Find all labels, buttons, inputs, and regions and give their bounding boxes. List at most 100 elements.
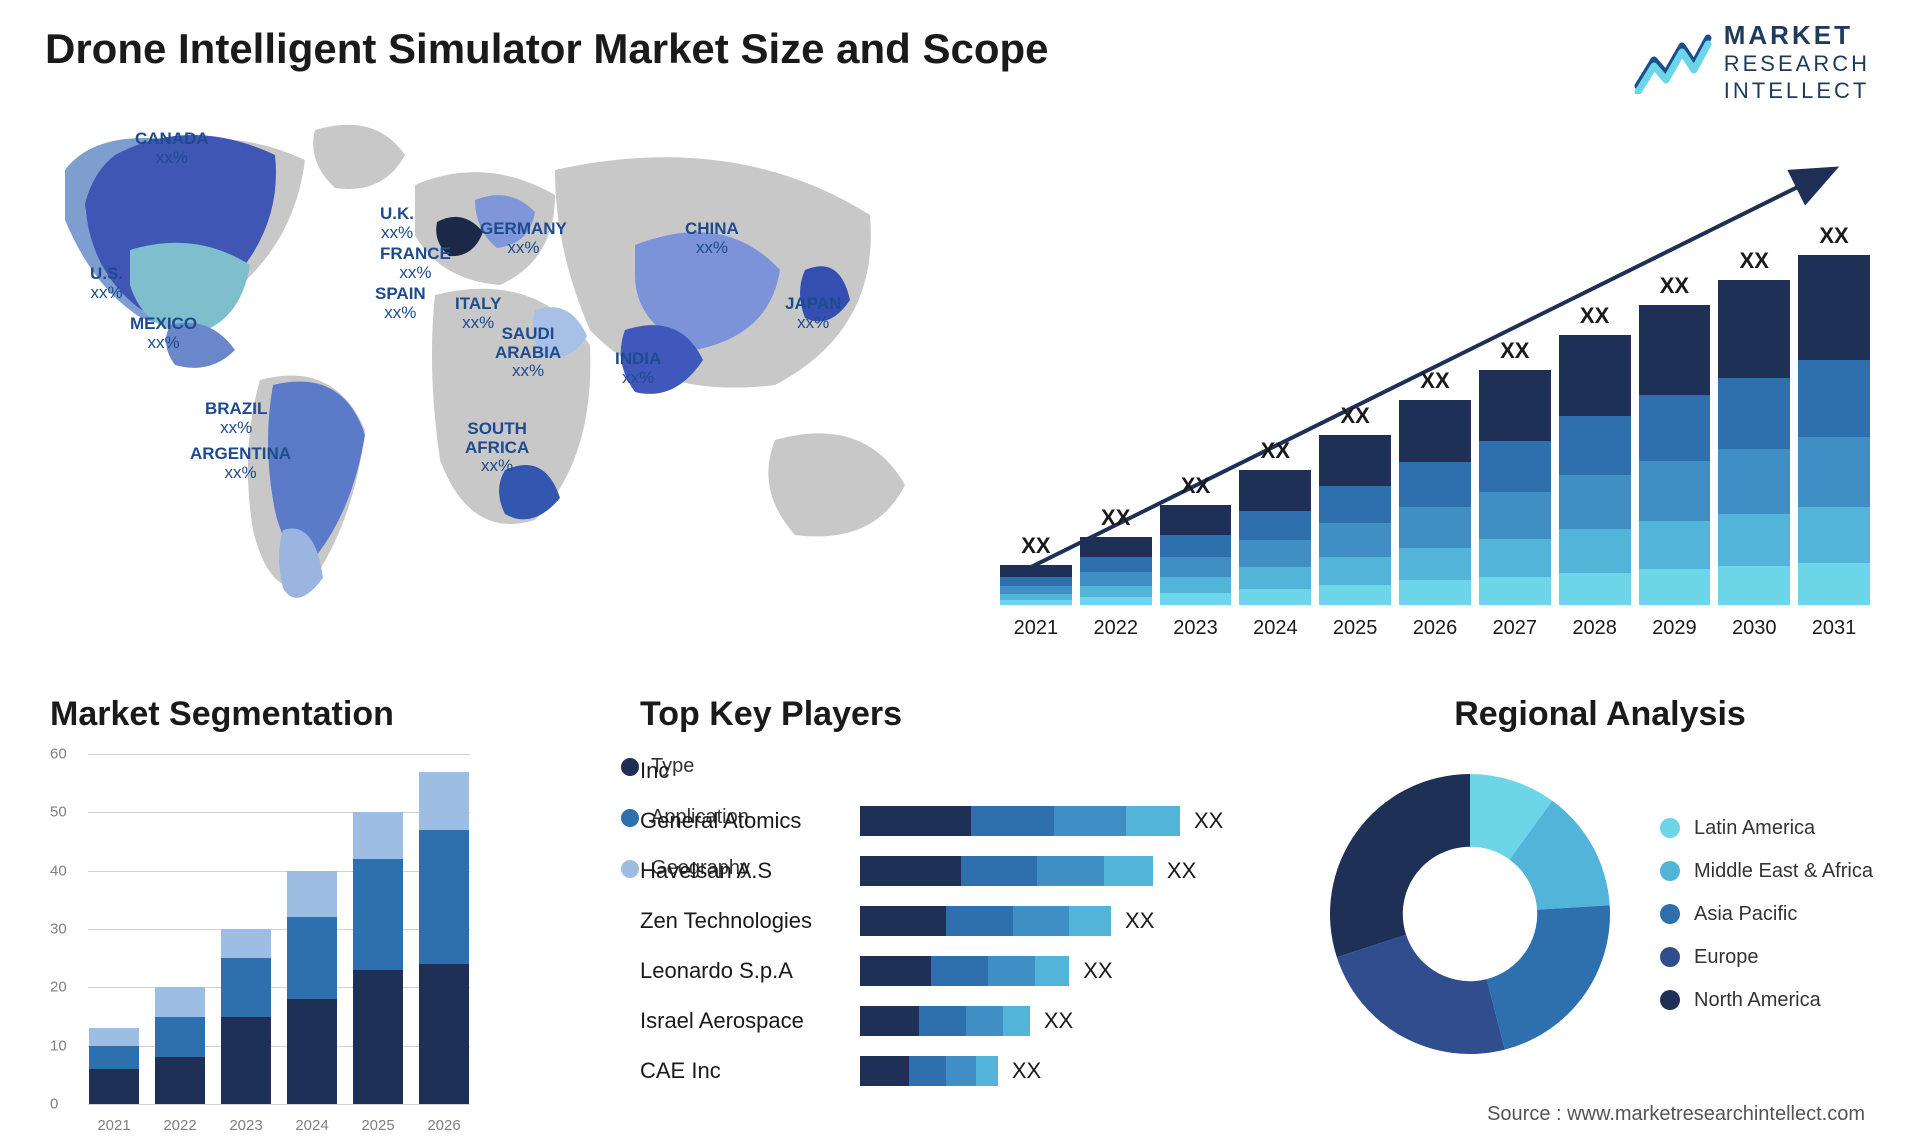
growth-bar-segment [1798, 437, 1870, 507]
growth-bar-2022: XX [1080, 537, 1152, 605]
growth-bar-segment [1080, 572, 1152, 586]
growth-bar-2024: XX [1239, 470, 1311, 605]
player-row: Leonardo S.p.AXX [640, 952, 1280, 990]
growth-bar-segment [1239, 589, 1311, 605]
player-bar-segment [1035, 956, 1069, 986]
map-label-u-s-: U.S.xx% [90, 265, 123, 302]
donut-slice [1337, 935, 1505, 1054]
growth-year-label: 2031 [1798, 617, 1870, 640]
player-bar-segment [966, 1006, 1003, 1036]
growth-bar-segment [1479, 577, 1551, 605]
growth-bar-segment [1399, 580, 1471, 605]
player-value: XX [1044, 1008, 1073, 1034]
player-row: General AtomicsXX [640, 802, 1280, 840]
player-bar-segment [946, 906, 1012, 936]
growth-bar-segment [1559, 335, 1631, 416]
player-bar-segment [976, 1056, 998, 1086]
growth-year-label: 2028 [1559, 617, 1631, 640]
y-tick: 0 [50, 1096, 58, 1113]
player-value: XX [1167, 858, 1196, 884]
player-bar: XX [860, 1056, 1280, 1086]
growth-bar-segment [1639, 569, 1711, 605]
growth-bar-2030: XX [1718, 280, 1790, 605]
seg-year-label: 2024 [287, 1117, 337, 1134]
growth-bar-segment [1639, 521, 1711, 569]
player-bar-segment [971, 806, 1055, 836]
seg-year-label: 2026 [419, 1117, 469, 1134]
growth-bar-segment [1239, 511, 1311, 541]
growth-bar-segment [1479, 539, 1551, 577]
growth-bar-segment [1718, 449, 1790, 514]
regional-section: Regional Analysis Latin AmericaMiddle Ea… [1320, 695, 1880, 1064]
player-bar-segment [860, 906, 946, 936]
map-label-germany: GERMANYxx% [480, 220, 567, 257]
map-label-south-africa: SOUTHAFRICAxx% [465, 420, 529, 476]
growth-bar-label: XX [1319, 403, 1391, 429]
y-tick: 20 [50, 979, 67, 996]
player-bar-segment [988, 956, 1035, 986]
seg-bar-segment [89, 1028, 139, 1046]
seg-bar-segment [353, 859, 403, 970]
growth-bar-segment [1319, 585, 1391, 605]
growth-bar-2029: XX [1639, 305, 1711, 605]
player-bar: XX [860, 906, 1280, 936]
y-tick: 60 [50, 746, 67, 763]
legend-dot [621, 758, 639, 776]
growth-bar-segment [1639, 461, 1711, 521]
player-name: CAE Inc [640, 1058, 860, 1084]
growth-bar-segment [1160, 577, 1232, 593]
growth-year-label: 2024 [1239, 617, 1311, 640]
seg-bar-segment [221, 929, 271, 958]
seg-bar-segment [419, 964, 469, 1104]
growth-bar-segment [1639, 305, 1711, 395]
player-value: XX [1012, 1058, 1041, 1084]
player-bar-segment [946, 1056, 976, 1086]
growth-year-label: 2030 [1718, 617, 1790, 640]
legend-dot [621, 860, 639, 878]
page-title: Drone Intelligent Simulator Market Size … [45, 25, 1049, 73]
gridline [88, 1104, 470, 1105]
growth-year-label: 2021 [1000, 617, 1072, 640]
seg-year-label: 2025 [353, 1117, 403, 1134]
donut-slice [1487, 905, 1610, 1049]
map-label-canada: CANADAxx% [135, 130, 209, 167]
map-label-u-k-: U.K.xx% [380, 205, 414, 242]
map-label-saudi-arabia: SAUDIARABIAxx% [495, 325, 561, 381]
legend-label: Asia Pacific [1694, 903, 1797, 926]
player-bar-segment [961, 856, 1037, 886]
growth-bar-segment [1718, 280, 1790, 378]
growth-bar-2026: XX [1399, 400, 1471, 605]
map-label-argentina: ARGENTINAxx% [190, 445, 291, 482]
brand-logo: MARKET RESEARCH INTELLECT [1634, 20, 1870, 104]
player-bar-segment [1104, 856, 1153, 886]
legend-label: Europe [1694, 946, 1759, 969]
growth-bar-2031: XX [1798, 255, 1870, 605]
seg-year-label: 2022 [155, 1117, 205, 1134]
player-row: Israel AerospaceXX [640, 1002, 1280, 1040]
seg-bar-segment [287, 917, 337, 999]
growth-bar-segment [1000, 577, 1072, 586]
logo-text-2: RESEARCH [1724, 51, 1870, 77]
player-bar: XX [860, 1006, 1280, 1036]
growth-bar-label: XX [1559, 303, 1631, 329]
seg-bar-segment [155, 1017, 205, 1058]
growth-year-label: 2027 [1479, 617, 1551, 640]
player-bar-segment [931, 956, 988, 986]
growth-bar-segment [1080, 537, 1152, 557]
growth-bar-label: XX [1798, 223, 1870, 249]
growth-bar-label: XX [1639, 273, 1711, 299]
player-bar-segment [909, 1056, 946, 1086]
legend-dot [1660, 818, 1680, 838]
regional-legend: Latin AmericaMiddle East & AfricaAsia Pa… [1660, 817, 1873, 1012]
seg-bar-segment [221, 1017, 271, 1105]
growth-bar-segment [1718, 566, 1790, 605]
region-legend-item: Europe [1660, 946, 1873, 969]
growth-bar-2021: XX [1000, 565, 1072, 605]
growth-bar-segment [1479, 370, 1551, 441]
seg-bar-segment [155, 1057, 205, 1104]
map-label-brazil: BRAZILxx% [205, 400, 267, 437]
legend-dot [1660, 947, 1680, 967]
growth-bar-segment [1000, 565, 1072, 577]
growth-bar-segment [1160, 505, 1232, 535]
logo-text-1: MARKET [1724, 20, 1870, 51]
